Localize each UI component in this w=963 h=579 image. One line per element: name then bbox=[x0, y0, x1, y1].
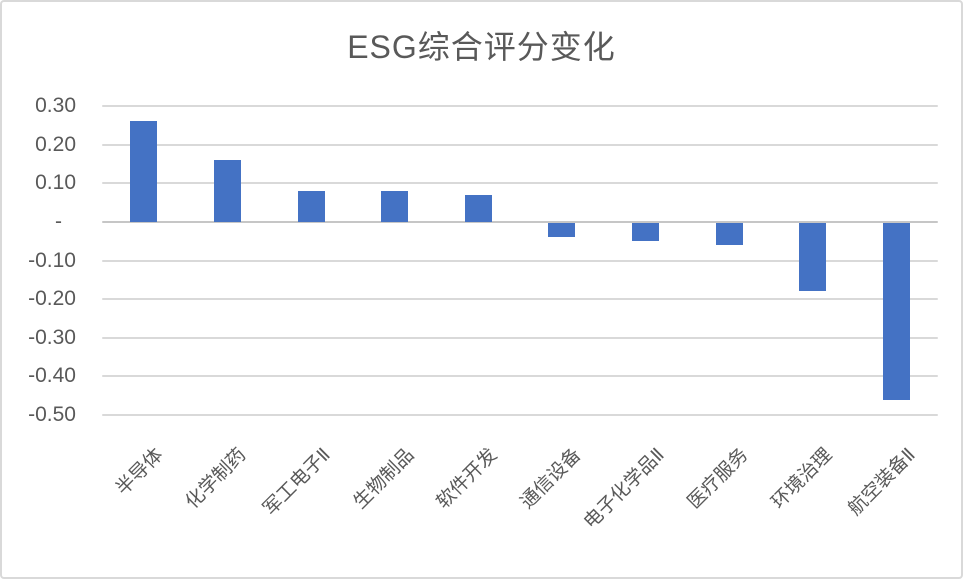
gridline bbox=[102, 259, 938, 262]
bar bbox=[464, 194, 492, 222]
x-category-label: 生物制品 bbox=[349, 444, 418, 514]
gridline bbox=[102, 336, 938, 339]
x-category-label: 半导体 bbox=[112, 444, 168, 500]
x-category-label: 军工电子Ⅱ bbox=[259, 444, 335, 520]
x-category-label: 环境治理 bbox=[767, 444, 836, 514]
gridline bbox=[102, 105, 938, 107]
x-category-label: 医疗服务 bbox=[683, 444, 753, 514]
bar bbox=[213, 160, 241, 222]
y-tick-label: 0.10 bbox=[35, 171, 76, 195]
y-tick-label: -0.30 bbox=[28, 325, 76, 349]
y-tick-label: -0.40 bbox=[28, 364, 76, 388]
gridline bbox=[102, 414, 938, 416]
y-tick-label: -0.20 bbox=[28, 287, 76, 311]
bar bbox=[631, 222, 659, 242]
bar bbox=[297, 190, 325, 222]
zero-axis-line bbox=[102, 220, 938, 223]
gridline bbox=[102, 143, 938, 146]
bar bbox=[882, 222, 910, 400]
bar bbox=[799, 222, 827, 292]
x-category-label: 软件开发 bbox=[432, 444, 502, 514]
chart-title: ESG综合评分变化 bbox=[347, 29, 616, 65]
x-category-label: 化学制药 bbox=[182, 444, 251, 514]
bar bbox=[715, 222, 743, 246]
y-tick-label: -0.10 bbox=[28, 248, 76, 272]
gridline bbox=[102, 298, 938, 301]
y-tick-label: -0.50 bbox=[28, 403, 76, 426]
y-tick-label: - bbox=[55, 209, 62, 233]
bar bbox=[548, 222, 576, 238]
y-tick-label: 0.30 bbox=[35, 94, 76, 117]
bar bbox=[130, 121, 158, 222]
y-tick-label: 0.20 bbox=[35, 132, 76, 156]
bar bbox=[381, 190, 409, 222]
gridline bbox=[102, 375, 938, 378]
x-category-label: 通信设备 bbox=[516, 444, 586, 514]
x-category-label: 电子化学品Ⅱ bbox=[580, 444, 669, 534]
x-category-label: 航空装备Ⅱ bbox=[844, 444, 920, 520]
gridline bbox=[102, 182, 938, 185]
